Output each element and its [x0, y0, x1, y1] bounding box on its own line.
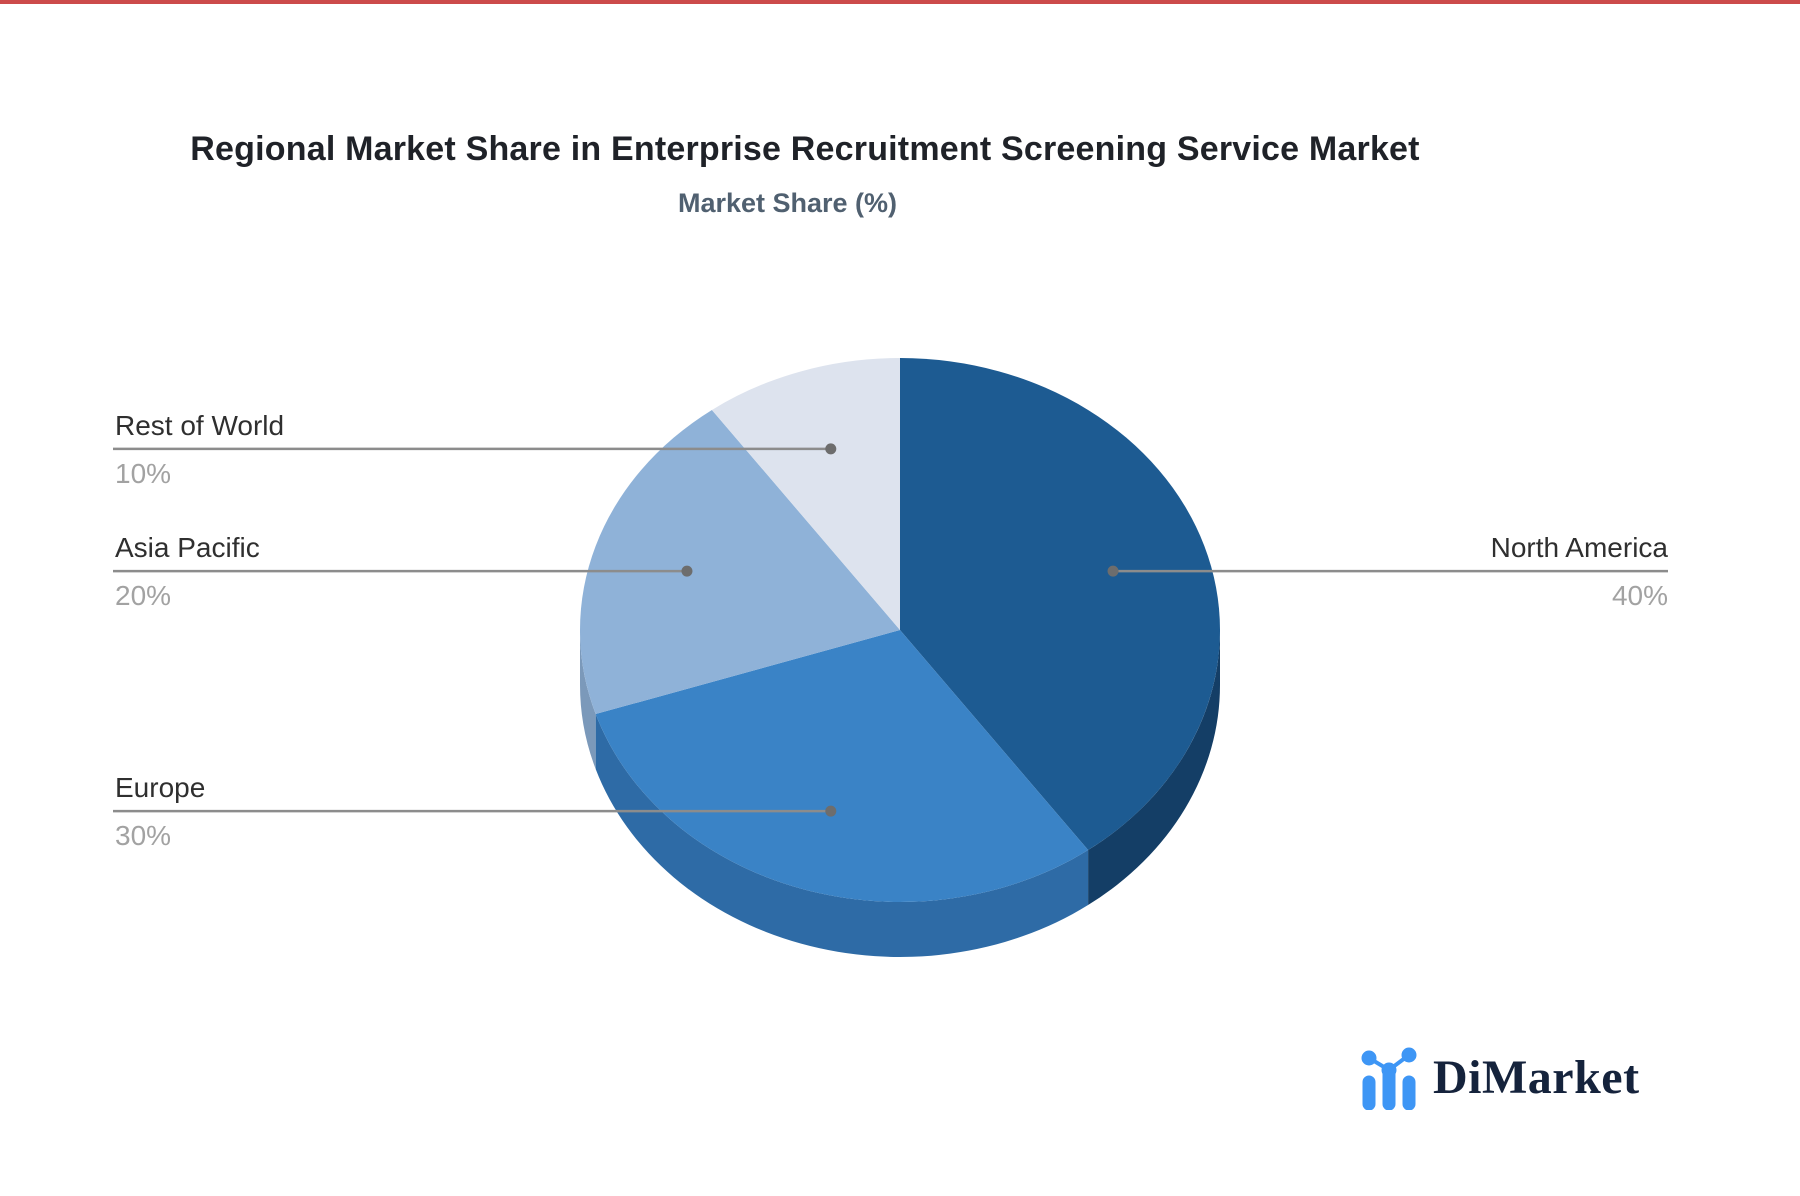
label-asia-pacific: Asia Pacific 20% [115, 533, 260, 611]
chart-title: Regional Market Share in Enterprise Recr… [190, 130, 1420, 168]
logo: DiMarket [1360, 1046, 1640, 1110]
logo-chart-icon [1361, 1047, 1417, 1110]
top-accent-bar [0, 0, 1800, 4]
logo-text: DiMarket [1433, 1051, 1640, 1104]
chart-subtitle: Market Share (%) [677, 188, 898, 218]
pie-slice-side-north-america [1088, 630, 1220, 906]
label-dot-europe [825, 805, 837, 817]
label-north-america: North America 40% [1491, 533, 1668, 611]
label-rest-of-world: Rest of World 10% [115, 409, 285, 489]
pie-slice-rest-of-world[interactable] [711, 358, 900, 630]
pie-slice-side-europe [595, 714, 1089, 957]
label-dot-rest-of-world [825, 443, 837, 455]
slice-pct-label: 20% [115, 580, 172, 612]
slice-name-label: Rest of World [115, 409, 285, 441]
slice-name-label: North America [1490, 532, 1668, 564]
slice-pct-label: 10% [115, 457, 172, 489]
pie-slice-asia-pacific[interactable] [580, 409, 900, 715]
slice-pct-label: 40% [1611, 580, 1668, 612]
label-europe: Europe 30% [115, 773, 205, 851]
pie-slice-side-asia-pacific [580, 630, 596, 770]
label-dot-north-america [1107, 565, 1119, 577]
pie-slice-north-america[interactable] [900, 358, 1221, 851]
label-dot-asia-pacific [681, 565, 693, 577]
slice-name-label: Asia Pacific [115, 532, 260, 564]
pie-slice-europe[interactable] [595, 630, 1089, 902]
slice-pct-label: 30% [115, 820, 172, 852]
slice-name-label: Europe [115, 772, 206, 804]
